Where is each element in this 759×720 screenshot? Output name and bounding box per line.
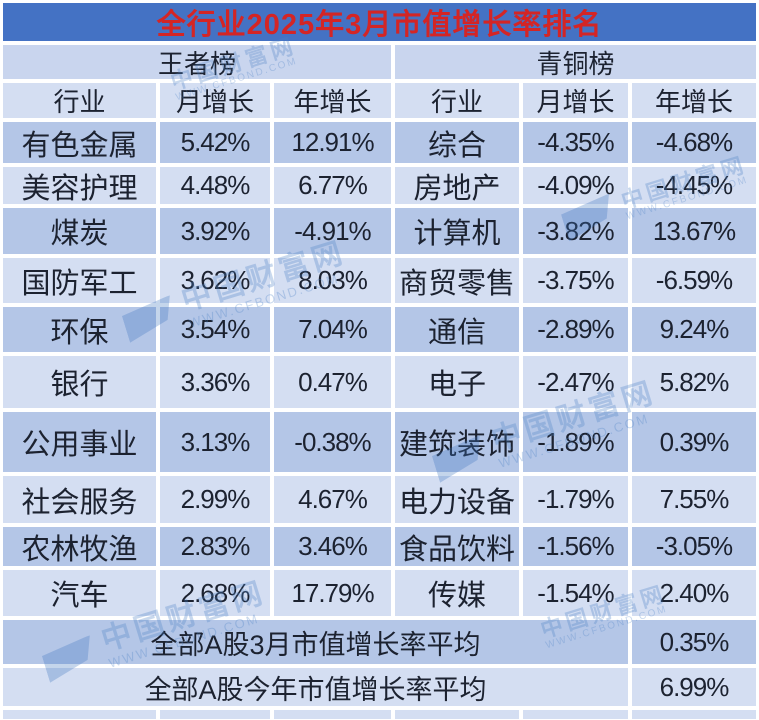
month-growth-cell: 3.54% (160, 307, 270, 352)
header-industry-left: 行业 (3, 83, 156, 118)
month-growth-cell: -4.09% (523, 167, 628, 204)
month-growth-cell: -2.89% (523, 307, 628, 352)
summary-label: 全部A股3月市值增长率平均 (3, 620, 628, 664)
year-growth-cell: 17.79% (274, 570, 391, 616)
industry-cell: 建筑装饰 (395, 412, 519, 472)
table-row: 汽车 2.68% 17.79% 传媒 -1.54% 2.40% (3, 570, 756, 616)
industry-cell: 食品饮料 (395, 527, 519, 566)
year-growth-cell: 0.39% (632, 412, 756, 472)
month-growth-cell: 2.68% (160, 570, 270, 616)
industry-cell: 美容护理 (3, 167, 156, 204)
industry-cell: 房地产 (395, 167, 519, 204)
industry-cell: 煤炭 (3, 208, 156, 254)
table-row: 环保 3.54% 7.04% 通信 -2.89% 9.24% (3, 307, 756, 352)
industry-cell: 传媒 (395, 570, 519, 616)
year-growth-cell: 7.55% (632, 476, 756, 523)
table-row: 有色金属 5.42% 12.91% 综合 -4.35% -4.68% (3, 122, 756, 163)
table-row: 农林牧渔 2.83% 3.46% 食品饮料 -1.56% -3.05% (3, 527, 756, 566)
industry-cell: 商贸零售 (395, 258, 519, 303)
header-month-growth-left: 月增长 (160, 83, 270, 118)
title-row: 全行业2025年3月市值增长率排名 (3, 3, 756, 41)
summary-value: 6.99% (632, 668, 756, 706)
year-growth-cell: -4.45% (632, 167, 756, 204)
section-header-row: 王者榜 青铜榜 (3, 45, 756, 79)
industry-cell: 综合 (395, 122, 519, 163)
month-growth-cell: 5.42% (160, 122, 270, 163)
month-growth-cell: -4.35% (523, 122, 628, 163)
section-king-list: 王者榜 (3, 45, 391, 79)
month-growth-cell: -3.75% (523, 258, 628, 303)
table-row: 煤炭 3.92% -4.91% 计算机 -3.82% 13.67% (3, 208, 756, 254)
table-row: 银行 3.36% 0.47% 电子 -2.47% 5.82% (3, 356, 756, 408)
year-growth-cell: 9.24% (632, 307, 756, 352)
header-industry-right: 行业 (395, 83, 519, 118)
month-growth-cell: 3.13% (160, 412, 270, 472)
industry-cell: 电子 (395, 356, 519, 408)
table-row: 国防军工 3.62% 8.03% 商贸零售 -3.75% -6.59% (3, 258, 756, 303)
month-growth-cell: -1.79% (523, 476, 628, 523)
summary-label: 全部A股今年市值增长率平均 (3, 668, 628, 706)
month-growth-cell: 3.92% (160, 208, 270, 254)
header-month-growth-right: 月增长 (523, 83, 628, 118)
year-growth-cell: 4.67% (274, 476, 391, 523)
industry-cell: 环保 (3, 307, 156, 352)
table-row: 公用事业 3.13% -0.38% 建筑装饰 -1.89% 0.39% (3, 412, 756, 472)
section-bronze-list: 青铜榜 (395, 45, 756, 79)
header-year-growth-left: 年增长 (274, 83, 391, 118)
year-growth-cell: -4.68% (632, 122, 756, 163)
industry-cell: 农林牧渔 (3, 527, 156, 566)
summary-value: 0.35% (632, 620, 756, 664)
year-growth-cell: 6.77% (274, 167, 391, 204)
month-growth-cell: 3.36% (160, 356, 270, 408)
industry-cell: 通信 (395, 307, 519, 352)
year-growth-cell: -6.59% (632, 258, 756, 303)
month-growth-cell: 2.83% (160, 527, 270, 566)
month-growth-cell: -1.54% (523, 570, 628, 616)
industry-cell: 汽车 (3, 570, 156, 616)
industry-cell: 计算机 (395, 208, 519, 254)
year-growth-cell: 8.03% (274, 258, 391, 303)
page-title: 全行业2025年3月市值增长率排名 (3, 3, 756, 41)
month-growth-cell: -1.89% (523, 412, 628, 472)
year-growth-cell: -4.91% (274, 208, 391, 254)
header-year-growth-right: 年增长 (632, 83, 756, 118)
year-growth-cell: 3.46% (274, 527, 391, 566)
table-row: 美容护理 4.48% 6.77% 房地产 -4.09% -4.45% (3, 167, 756, 204)
month-growth-cell: -1.56% (523, 527, 628, 566)
industry-cell: 社会服务 (3, 476, 156, 523)
month-growth-cell: -2.47% (523, 356, 628, 408)
industry-cell: 电力设备 (395, 476, 519, 523)
year-growth-cell: 7.04% (274, 307, 391, 352)
table-row: 社会服务 2.99% 4.67% 电力设备 -1.79% 7.55% (3, 476, 756, 523)
year-growth-cell: 12.91% (274, 122, 391, 163)
summary-row-march-average: 全部A股3月市值增长率平均 0.35% (3, 620, 756, 664)
year-growth-cell: 5.82% (632, 356, 756, 408)
year-growth-cell: -3.05% (632, 527, 756, 566)
month-growth-cell: -3.82% (523, 208, 628, 254)
industry-cell: 银行 (3, 356, 156, 408)
year-growth-cell: 2.40% (632, 570, 756, 616)
year-growth-cell: 0.47% (274, 356, 391, 408)
industry-cell: 公用事业 (3, 412, 156, 472)
month-growth-cell: 3.62% (160, 258, 270, 303)
year-growth-cell: -0.38% (274, 412, 391, 472)
year-growth-cell: 13.67% (632, 208, 756, 254)
partial-row (3, 710, 756, 719)
industry-cell: 国防军工 (3, 258, 156, 303)
month-growth-cell: 2.99% (160, 476, 270, 523)
industry-cell: 有色金属 (3, 122, 156, 163)
summary-row-ytd-average: 全部A股今年市值增长率平均 6.99% (3, 668, 756, 706)
month-growth-cell: 4.48% (160, 167, 270, 204)
column-header-row: 行业 月增长 年增长 行业 月增长 年增长 (3, 83, 756, 118)
